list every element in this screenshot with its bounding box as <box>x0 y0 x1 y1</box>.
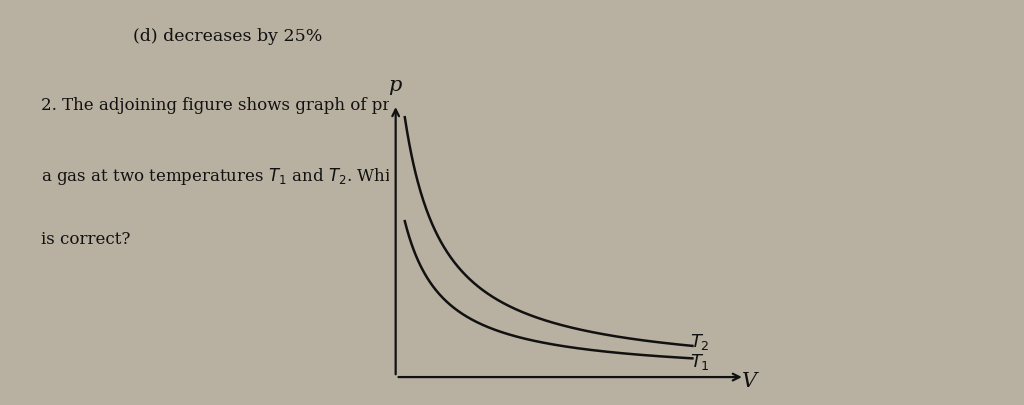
Text: a gas at two temperatures $T_1$ and $T_2$. Which of the following: a gas at two temperatures $T_1$ and $T_2… <box>41 166 548 187</box>
Text: (d) decreases by 25%: (d) decreases by 25% <box>133 28 323 45</box>
Text: p: p <box>388 76 401 95</box>
Text: V: V <box>742 371 758 390</box>
Text: $T_2$: $T_2$ <box>690 331 710 351</box>
Text: is correct?: is correct? <box>41 231 130 248</box>
Text: 2. The adjoining figure shows graph of pressure and volume of: 2. The adjoining figure shows graph of p… <box>41 97 569 114</box>
Text: $T_1$: $T_1$ <box>690 351 710 371</box>
